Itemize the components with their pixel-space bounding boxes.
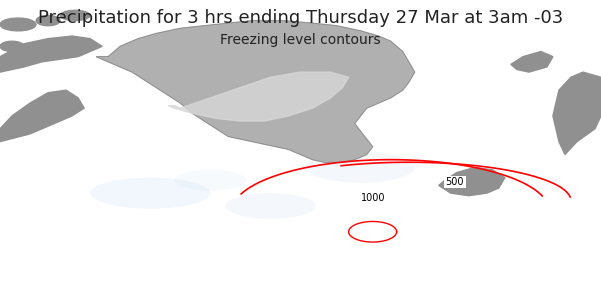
- Polygon shape: [0, 36, 102, 72]
- Polygon shape: [439, 168, 505, 196]
- Text: 500: 500: [445, 177, 465, 187]
- Text: Freezing level contours: Freezing level contours: [220, 33, 381, 46]
- Polygon shape: [553, 72, 601, 155]
- Text: Precipitation for 3 hrs ending Thursday 27 Mar at 3am -03: Precipitation for 3 hrs ending Thursday …: [38, 9, 563, 27]
- Ellipse shape: [90, 178, 210, 209]
- Polygon shape: [96, 21, 415, 162]
- Polygon shape: [0, 18, 36, 31]
- Polygon shape: [168, 72, 349, 121]
- Text: 1000: 1000: [361, 193, 385, 203]
- Polygon shape: [511, 52, 553, 72]
- Text: 1000: 1000: [361, 193, 388, 203]
- Text: 500: 500: [445, 177, 463, 187]
- Ellipse shape: [225, 193, 316, 219]
- Polygon shape: [36, 15, 60, 26]
- Polygon shape: [0, 41, 24, 52]
- Ellipse shape: [307, 152, 415, 183]
- Polygon shape: [0, 90, 84, 141]
- Polygon shape: [60, 10, 90, 21]
- Ellipse shape: [174, 170, 246, 191]
